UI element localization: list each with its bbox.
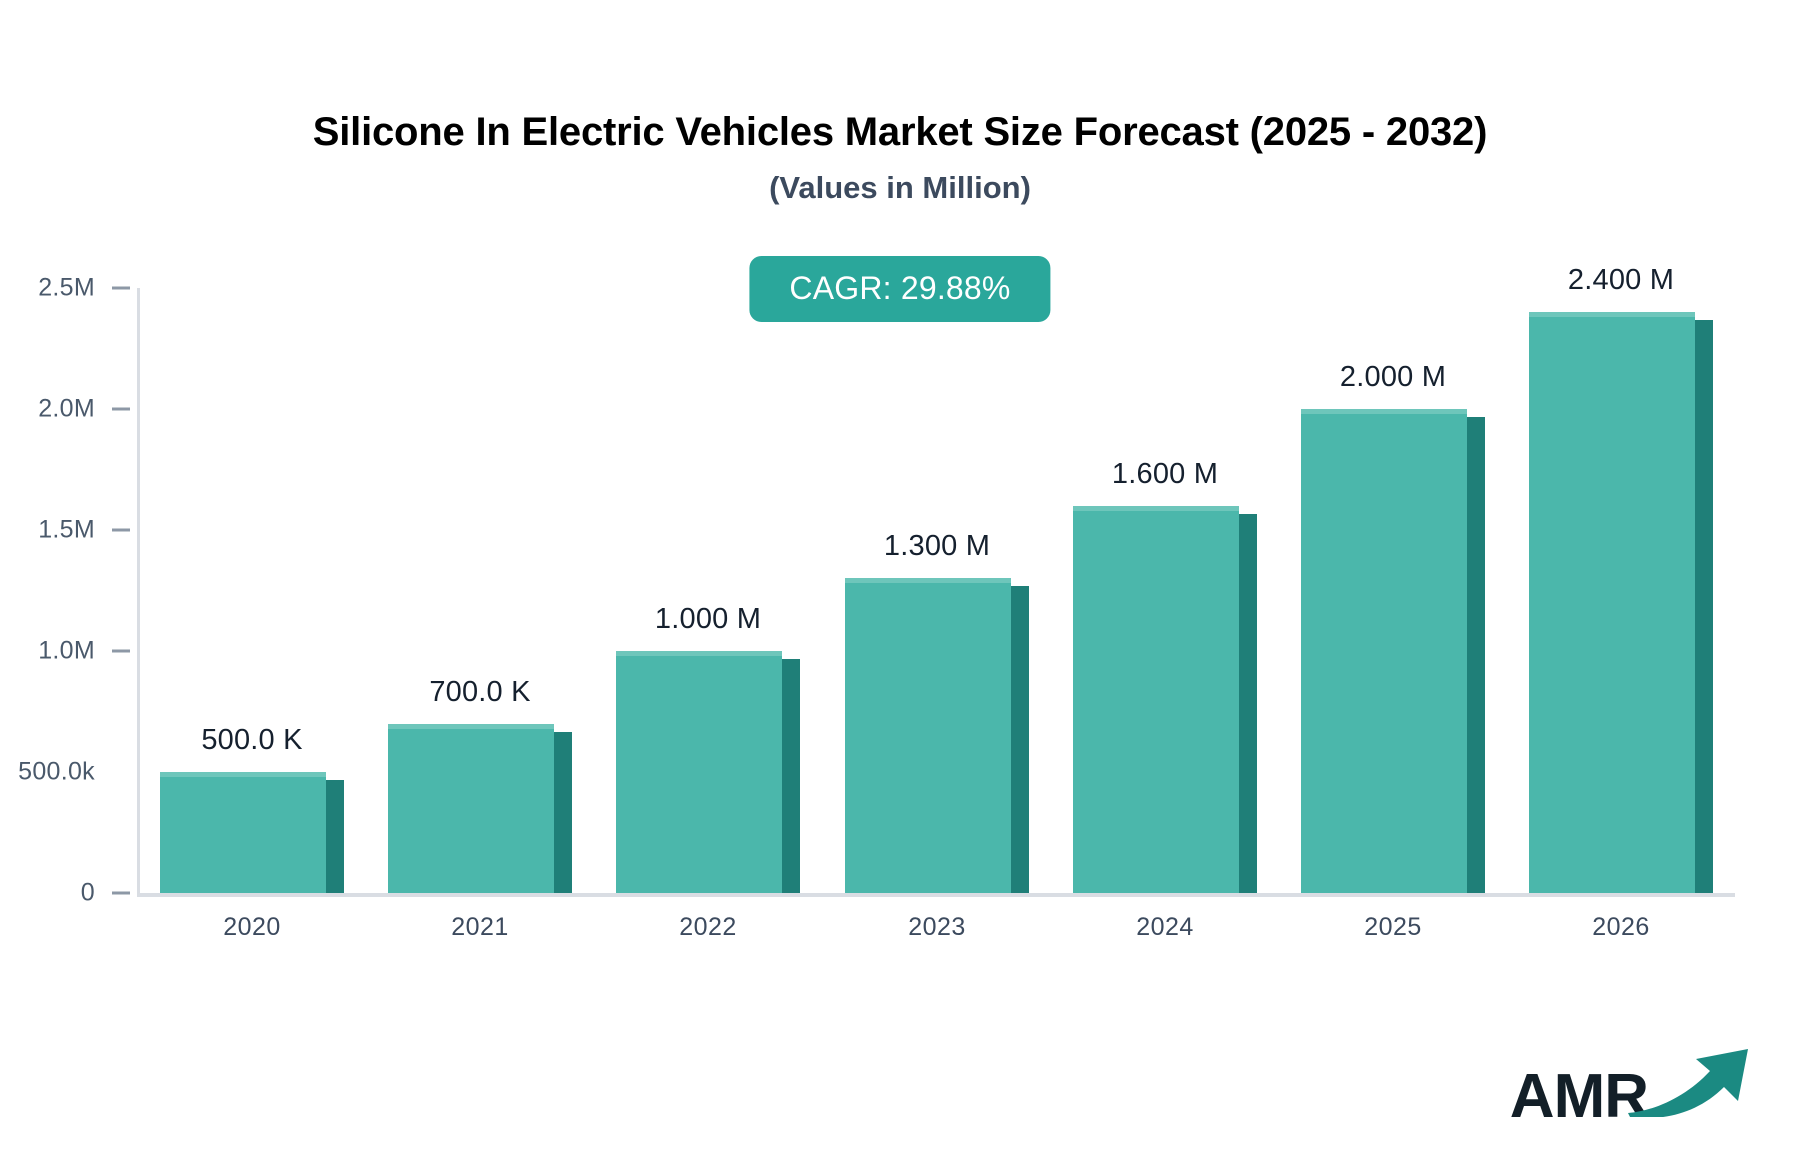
bar-side-face <box>1467 417 1485 893</box>
bar-top-edge <box>845 578 1011 584</box>
chart-subtitle: (Values in Million) <box>769 170 1031 205</box>
bar-face <box>388 723 554 893</box>
y-axis-tick: 500.0k <box>18 758 130 787</box>
y-axis-tick-mark <box>112 407 130 411</box>
y-axis-tick-label: 0 <box>80 878 95 907</box>
bar-side-face <box>326 780 344 893</box>
bar-value-label: 1.600 M <box>1111 457 1219 490</box>
y-axis-tick-label: 1.0M <box>38 636 95 665</box>
x-axis-tick-label: 2024 <box>1136 913 1194 941</box>
y-axis-line <box>137 288 140 895</box>
growth-arrow-icon <box>1626 1045 1754 1122</box>
chart-title: Silicone In Electric Vehicles Market Siz… <box>312 110 1488 154</box>
bar-face <box>1529 312 1695 893</box>
bar[interactable] <box>1301 409 1485 893</box>
bar-side-face <box>782 659 800 893</box>
y-axis-tick-label: 1.5M <box>38 515 95 544</box>
bar-top-edge <box>1529 312 1695 318</box>
x-axis-tick-label: 2023 <box>908 913 966 941</box>
y-axis-tick-mark <box>112 891 130 895</box>
bar-value-label: 700.0 K <box>429 675 531 708</box>
bar-side-face <box>1011 586 1029 893</box>
bar-face <box>616 651 782 893</box>
y-axis-tick-label: 500.0k <box>18 757 95 786</box>
y-axis-tick-mark <box>112 286 130 290</box>
bar-side-face <box>1695 320 1713 893</box>
bar[interactable] <box>1529 312 1713 893</box>
y-axis-tick: 1.0M <box>38 637 130 666</box>
bar-value-label: 2.000 M <box>1339 361 1447 393</box>
bar-face <box>1073 505 1239 893</box>
bar-value-label: 1.000 M <box>654 603 762 635</box>
bar-face <box>1301 409 1467 893</box>
bar-side-face <box>554 731 572 893</box>
bar-side-face <box>1239 513 1257 893</box>
bar-value-label: 2.400 M <box>1567 264 1675 297</box>
x-axis-tick-label: 2022 <box>679 913 737 941</box>
bar-top-edge <box>616 651 782 656</box>
x-axis-tick-label: 2025 <box>1364 913 1422 941</box>
bar[interactable] <box>845 578 1029 893</box>
x-axis-tick-label: 2026 <box>1592 913 1650 941</box>
bar-value-label: 500.0 K <box>201 724 303 756</box>
x-axis-tick-label: 2020 <box>223 913 281 941</box>
y-axis-tick-label: 2.5M <box>38 273 95 302</box>
bar-face <box>160 772 326 893</box>
bar-top-edge <box>388 723 554 729</box>
y-axis-tick-label: 2.0M <box>38 394 95 423</box>
bar-top-edge <box>1073 505 1239 511</box>
bar[interactable] <box>1073 505 1257 893</box>
x-axis-line <box>137 893 1735 897</box>
amr-logo: AMR <box>1510 1042 1754 1128</box>
bar[interactable] <box>616 651 800 893</box>
y-axis-tick: 1.5M <box>38 516 130 545</box>
y-axis-tick: 2.0M <box>38 395 130 424</box>
bar[interactable] <box>160 772 344 893</box>
bar-top-edge <box>1301 409 1467 414</box>
y-axis-tick-mark <box>112 528 130 532</box>
x-axis-tick-label: 2021 <box>451 913 509 941</box>
y-axis-tick-labels: 0 500.0k 1.0M 1.5M 2.0M 2.5M <box>0 0 130 1156</box>
y-axis-tick: 0 <box>81 879 130 908</box>
amr-logo-text: AMR <box>1509 1062 1649 1131</box>
cagr-badge: CAGR: 29.88% <box>749 256 1051 322</box>
bar-top-edge <box>160 772 326 777</box>
bar[interactable] <box>388 723 572 893</box>
bar-face <box>845 578 1011 893</box>
bar-value-label: 1.300 M <box>883 530 991 563</box>
y-axis-tick-mark <box>112 649 130 653</box>
y-axis-tick: 2.5M <box>38 274 130 303</box>
